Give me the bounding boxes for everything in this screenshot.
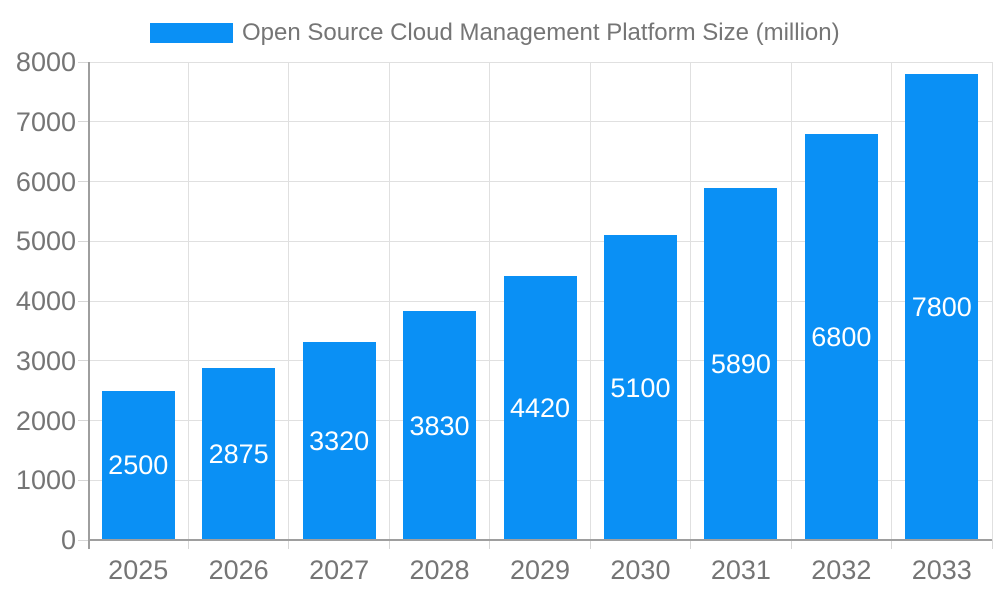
y-gridline: [88, 121, 992, 123]
y-gridline: [88, 181, 992, 182]
x-tick: [288, 540, 290, 549]
x-axis-label: 2031: [710, 555, 771, 585]
x-gridline: [489, 62, 491, 540]
bar-value-label: 5100: [610, 372, 671, 403]
bar-value-label: 3830: [409, 410, 470, 441]
y-tick: [78, 240, 88, 242]
bar-2026[interactable]: 2875: [202, 368, 276, 540]
x-gridline: [991, 62, 993, 540]
y-axis-label: 6000: [15, 166, 76, 197]
x-gridline: [187, 62, 189, 540]
bar-value-label: 3320: [309, 425, 370, 456]
bar-value-label: 4420: [509, 392, 571, 423]
bar-2028[interactable]: 3830: [403, 311, 477, 540]
x-axis-label: 2028: [409, 555, 470, 585]
x-tick: [991, 540, 993, 549]
bar-value-label: 5890: [710, 349, 771, 380]
x-axis-label: 2030: [610, 555, 671, 585]
y-tick: [78, 300, 88, 302]
legend-swatch[interactable]: [150, 23, 233, 43]
x-axis-label: 2027: [309, 555, 370, 585]
bar-2029[interactable]: 4420: [503, 275, 577, 540]
x-tick: [187, 540, 189, 549]
x-tick: [891, 540, 893, 549]
x-axis-label: 2032: [811, 555, 872, 585]
x-axis-label: 2033: [911, 555, 972, 585]
y-gridline: [88, 240, 992, 242]
y-axis-line: [88, 62, 90, 549]
x-tick: [589, 540, 591, 549]
x-gridline: [891, 62, 893, 540]
y-tick: [78, 479, 88, 481]
y-axis-label: 1000: [15, 465, 76, 496]
legend[interactable]: Open Source Cloud Management Platform Si…: [150, 19, 840, 46]
y-axis-label: 0: [60, 525, 76, 555]
bar-2030[interactable]: 5100: [603, 235, 677, 540]
bar-value-label: 2875: [208, 439, 269, 470]
x-gridline: [288, 62, 290, 540]
bar-2025[interactable]: 2500: [101, 390, 175, 540]
x-gridline: [690, 62, 692, 540]
bar-value-label: 6800: [811, 321, 872, 352]
legend-label: Open Source Cloud Management Platform Si…: [242, 19, 840, 46]
y-axis-label: 8000: [15, 47, 76, 77]
x-axis-label: 2026: [208, 555, 269, 585]
y-tick: [78, 360, 88, 362]
bar-value-label: 7800: [911, 291, 972, 322]
y-tick: [78, 181, 88, 182]
x-tick: [690, 540, 692, 549]
y-axis-label: 4000: [15, 286, 76, 316]
x-tick: [489, 540, 491, 549]
x-gridline: [589, 62, 591, 540]
y-axis-label: 5000: [15, 226, 76, 257]
y-axis-label: 7000: [15, 106, 76, 137]
bar-value-label: 2500: [108, 450, 169, 481]
x-axis-line: [88, 539, 992, 541]
y-axis-label: 3000: [15, 345, 76, 376]
x-tick: [388, 540, 390, 549]
y-gridline: [88, 61, 992, 63]
x-axis-label: 2025: [108, 555, 169, 585]
y-tick: [78, 121, 88, 123]
y-tick: [78, 420, 88, 421]
bar-2031[interactable]: 5890: [704, 188, 778, 540]
x-axis-label: 2029: [509, 555, 571, 585]
x-tick: [790, 540, 792, 549]
bar-2027[interactable]: 3320: [302, 341, 376, 540]
x-gridline: [388, 62, 390, 540]
bar-2033[interactable]: 7800: [905, 73, 979, 540]
y-tick: [78, 61, 88, 63]
x-gridline: [790, 62, 792, 540]
bar-2032[interactable]: 6800: [804, 133, 878, 540]
y-axis-label: 2000: [15, 405, 76, 436]
y-tick: [78, 539, 88, 541]
